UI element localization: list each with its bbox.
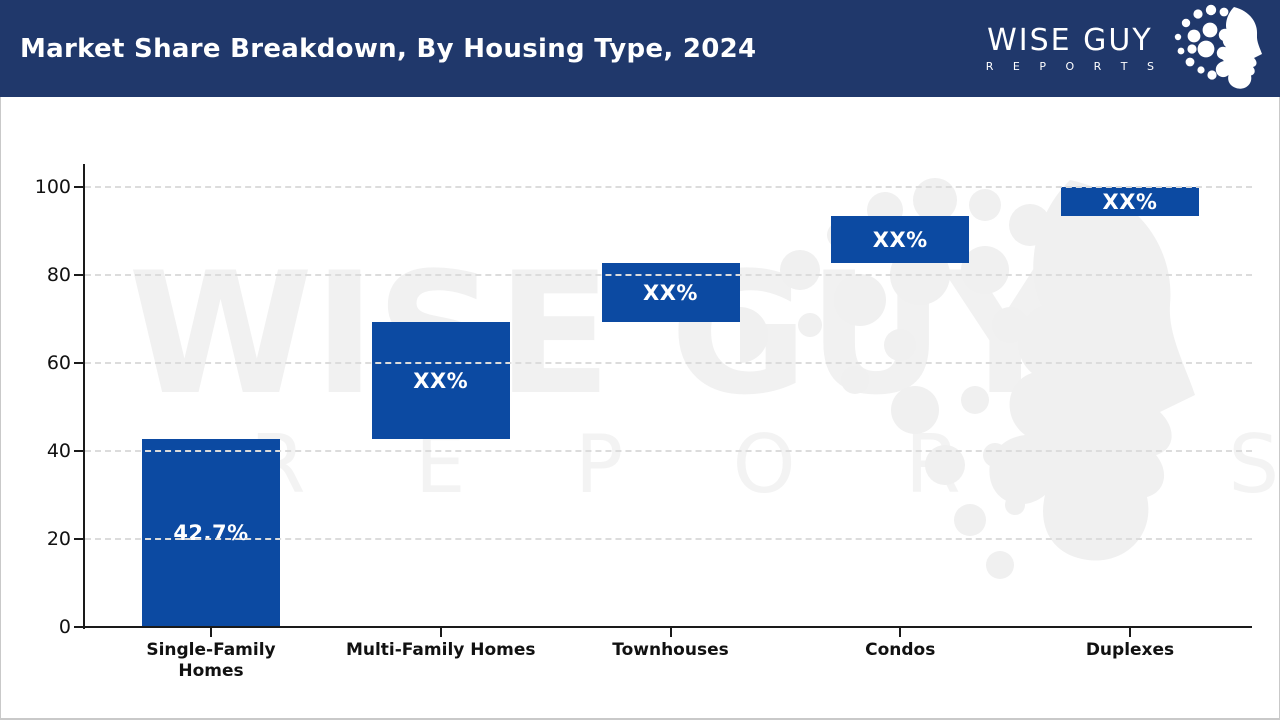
gridline-20 — [85, 538, 1252, 540]
logo-wordmark: WISE GUY R E P O R T S — [978, 22, 1162, 73]
x-tick-mark — [669, 628, 672, 637]
bar-value-label: XX% — [872, 227, 928, 252]
bar-value-label: XX% — [1102, 189, 1158, 214]
x-category-label: Condos — [865, 640, 936, 660]
gridline-100 — [85, 186, 1252, 188]
logo-wordmark-line1: WISE GUY — [987, 22, 1153, 58]
bar-1: 42.7% — [142, 439, 280, 627]
y-tick-mark — [74, 450, 83, 452]
bar-value-label: 42.7% — [173, 521, 249, 546]
y-tick-mark — [74, 186, 83, 188]
brand-logo: WISE GUY R E P O R T S — [978, 3, 1262, 95]
x-tick-mark — [899, 628, 902, 637]
gridline-40 — [85, 450, 1252, 452]
y-tick-mark — [74, 274, 83, 276]
bar-4: XX% — [831, 216, 970, 264]
bar-value-label: XX% — [413, 368, 469, 393]
bar-3: XX% — [601, 263, 740, 323]
x-category-label: Duplexes — [1085, 640, 1175, 660]
x-tick-mark — [1129, 628, 1131, 637]
header-bar: Market Share Breakdown, By Housing Type,… — [0, 0, 1280, 97]
x-tick-mark — [439, 628, 442, 637]
y-tick-label: 0 — [58, 616, 71, 638]
y-tick-mark — [74, 362, 83, 364]
x-category-label: Multi-Family Homes — [345, 640, 536, 660]
logo-wordmark-line2: R E P O R T S — [985, 59, 1162, 73]
y-tick-label: 40 — [46, 440, 71, 462]
gridline-80 — [85, 274, 1252, 276]
y-tick-label: 20 — [46, 528, 71, 550]
x-category-label: Townhouses — [612, 640, 729, 660]
gridline-60 — [85, 362, 1252, 364]
logo-head-icon — [1164, 3, 1262, 95]
y-tick-mark — [74, 626, 83, 628]
page-left-border — [0, 97, 1, 720]
bar-2: XX% — [371, 322, 510, 440]
x-tick-mark — [210, 628, 212, 637]
y-axis-line — [83, 164, 85, 629]
y-tick-label: 100 — [34, 176, 71, 198]
x-category-label: Single-Family Homes — [146, 640, 276, 682]
y-tick-label: 60 — [46, 352, 71, 374]
x-axis-line — [83, 626, 1252, 628]
page-title: Market Share Breakdown, By Housing Type,… — [20, 33, 757, 64]
y-tick-label: 80 — [46, 264, 71, 286]
page-bottom-border — [0, 718, 1280, 720]
chart-area: 0 20 40 60 80 100 42.7% Single-Family Homes XX% M… — [0, 97, 1280, 713]
y-tick-mark — [74, 538, 83, 540]
bar-value-label: XX% — [643, 280, 698, 305]
bar-5: XX% — [1061, 187, 1199, 217]
